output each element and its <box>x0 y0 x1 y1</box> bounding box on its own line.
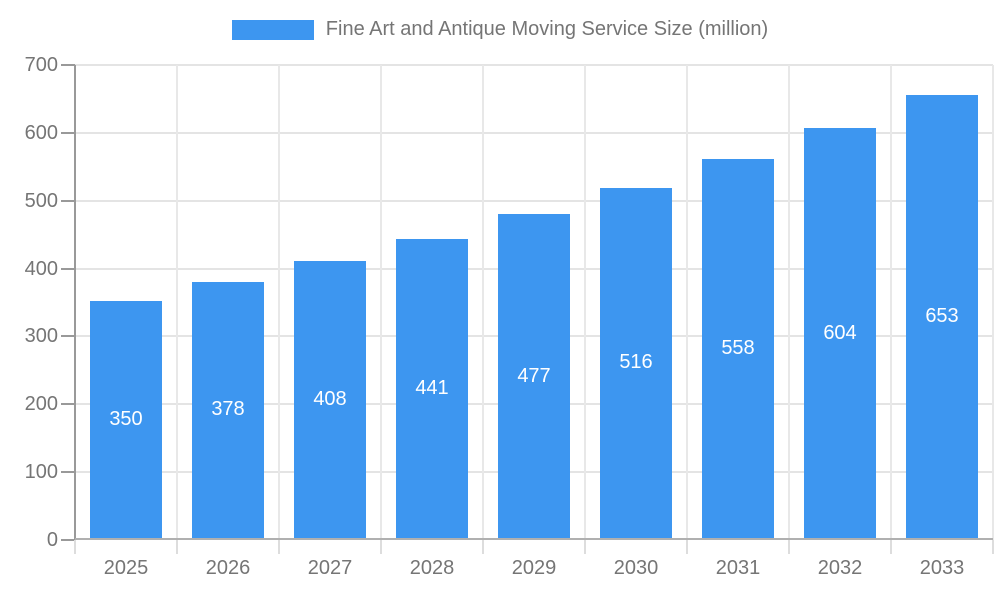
y-axis-tick <box>61 471 75 474</box>
bar-2029[interactable]: 477 <box>498 214 570 538</box>
y-axis-tick <box>61 539 75 541</box>
x-axis-label: 2032 <box>817 557 863 579</box>
bar-2027[interactable]: 408 <box>294 261 366 538</box>
x-axis-label: 2030 <box>613 557 659 579</box>
bar-2031[interactable]: 558 <box>702 159 774 538</box>
legend[interactable]: Fine Art and Antique Moving Service Size… <box>0 18 1000 41</box>
y-axis-label: 600 <box>24 121 58 144</box>
bar-value-label: 516 <box>619 351 653 374</box>
gridline-horizontal <box>75 131 993 134</box>
bar-value-label: 408 <box>313 388 347 411</box>
x-axis-tick <box>176 540 178 554</box>
gridline-vertical <box>890 65 892 540</box>
x-axis-tick <box>788 540 790 554</box>
bar-2032[interactable]: 604 <box>804 128 876 538</box>
y-axis-label: 200 <box>24 393 58 416</box>
bar-value-label: 477 <box>517 364 551 387</box>
x-axis-label: 2025 <box>103 557 149 579</box>
y-axis-label: 0 <box>46 529 58 551</box>
x-axis-label: 2027 <box>307 557 353 579</box>
bar-value-label: 604 <box>823 321 857 344</box>
plot-area: 0 100 200 300 400 500 600 700 350 2025 378 2026 408 2… <box>25 54 994 579</box>
y-axis-label: 400 <box>24 257 58 280</box>
x-axis-label: 2031 <box>715 557 761 579</box>
bar-value-label: 558 <box>721 337 755 360</box>
gridline-vertical <box>278 65 280 540</box>
bar-value-label: 350 <box>109 407 143 430</box>
x-axis-label: 2029 <box>511 557 557 579</box>
x-axis-label: 2026 <box>205 557 251 579</box>
x-axis-tick <box>482 540 484 554</box>
x-axis-label: 2028 <box>409 557 455 579</box>
bar-2028[interactable]: 441 <box>396 238 468 538</box>
gridline-vertical <box>686 65 688 540</box>
x-axis-label: 2033 <box>919 557 965 579</box>
y-axis-line <box>74 65 76 540</box>
gridline-vertical <box>482 65 484 540</box>
x-axis-line <box>75 538 993 540</box>
bar-2033[interactable]: 653 <box>906 94 978 538</box>
bar-value-label: 653 <box>925 304 959 327</box>
x-axis-tick <box>278 540 280 554</box>
gridline-horizontal <box>75 199 993 202</box>
gridline-vertical <box>584 65 586 540</box>
y-axis-label: 700 <box>24 54 58 76</box>
gridline-vertical <box>992 65 994 540</box>
x-axis-tick <box>890 540 892 554</box>
y-axis-label: 300 <box>24 325 58 348</box>
y-axis-tick <box>61 335 75 338</box>
y-axis-tick <box>61 199 75 202</box>
y-axis-tick <box>61 403 75 406</box>
bar-2026[interactable]: 378 <box>192 281 264 538</box>
bar-value-label: 441 <box>415 376 449 399</box>
y-axis-label: 500 <box>24 189 58 212</box>
x-axis-tick <box>584 540 586 554</box>
bar-2025[interactable]: 350 <box>90 300 162 538</box>
legend-label: Fine Art and Antique Moving Service Size… <box>325 18 769 40</box>
y-axis-tick <box>61 267 75 270</box>
y-axis-tick <box>61 64 75 66</box>
gridline-vertical <box>788 65 790 540</box>
legend-swatch-icon <box>231 19 314 40</box>
x-axis-tick <box>74 540 76 554</box>
x-axis-tick <box>992 540 994 554</box>
gridline-vertical <box>176 65 178 540</box>
y-axis-label: 100 <box>24 461 58 484</box>
gridline-horizontal <box>75 64 993 66</box>
x-axis-tick <box>380 540 382 554</box>
y-axis-tick <box>61 131 75 134</box>
bar-2030[interactable]: 516 <box>600 187 672 538</box>
bar-value-label: 378 <box>211 398 245 421</box>
gridline-vertical <box>380 65 382 540</box>
x-axis-tick <box>686 540 688 554</box>
